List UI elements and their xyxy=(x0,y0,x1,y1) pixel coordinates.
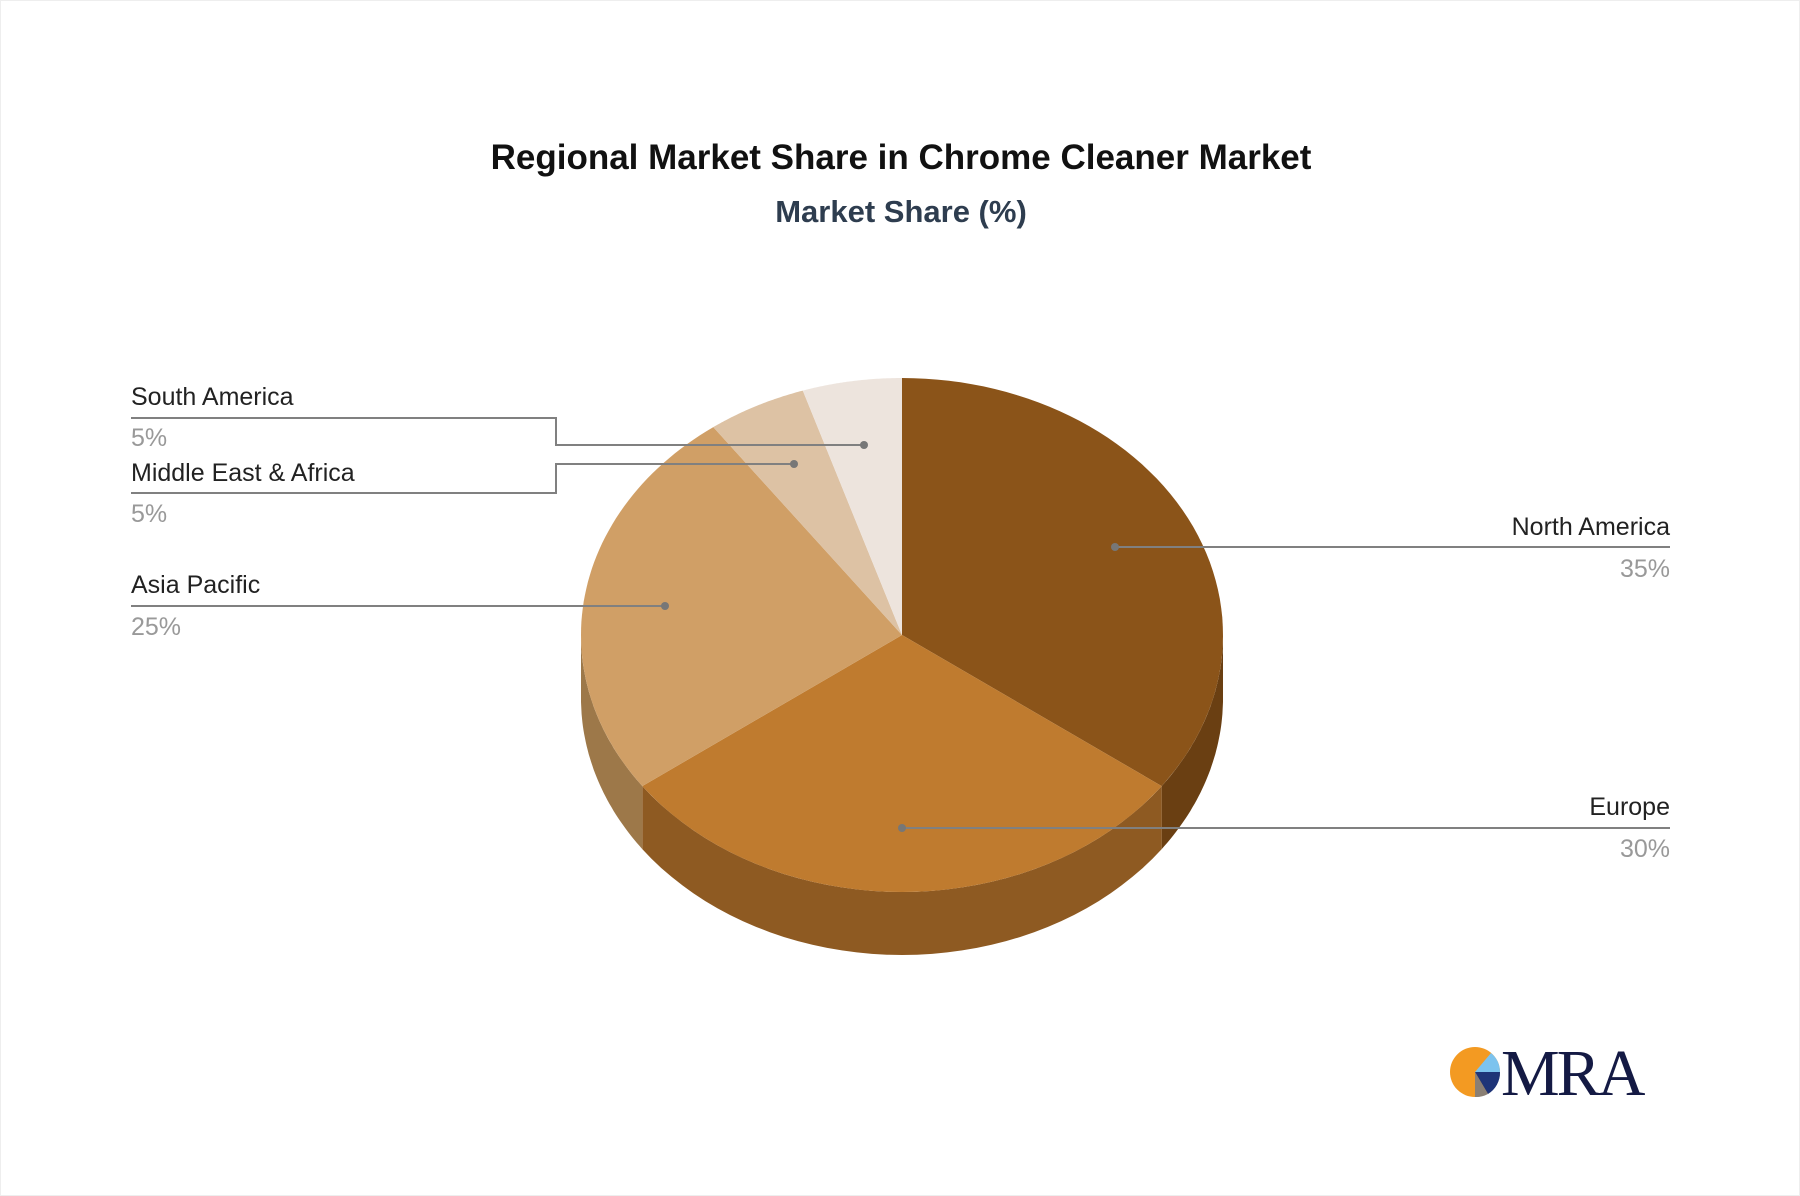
leader-dot-middle-east-africa xyxy=(790,460,798,468)
leader-dot-north-america xyxy=(1111,543,1119,551)
leader-line-south-america xyxy=(131,417,864,446)
label-north-america: North America xyxy=(1512,513,1670,541)
label-middle-east-africa: Middle East & Africa xyxy=(131,459,355,487)
leader-dot-asia-pacific xyxy=(661,602,669,610)
value-middle-east-africa: 5% xyxy=(131,500,167,528)
chart-title: Regional Market Share in Chrome Cleaner … xyxy=(491,138,1312,177)
label-europe: Europe xyxy=(1589,793,1670,821)
value-asia-pacific: 25% xyxy=(131,613,181,641)
leader-dot-europe xyxy=(898,824,906,832)
pie-slice-middle-east-africa[interactable] xyxy=(713,390,902,635)
value-north-america: 35% xyxy=(1620,555,1670,583)
mra-logo: MRA xyxy=(1450,1037,1649,1110)
label-asia-pacific: Asia Pacific xyxy=(131,571,260,599)
value-south-america: 5% xyxy=(131,424,167,452)
pie-slice-north-america[interactable] xyxy=(902,378,1223,787)
pie-side-europe xyxy=(642,786,1162,955)
leader-line-middle-east-africa xyxy=(131,463,794,494)
logo-text: MRA xyxy=(1501,1037,1646,1110)
leader-dot-south-america xyxy=(860,441,868,449)
pie-slice-south-america[interactable] xyxy=(802,378,902,635)
value-europe: 30% xyxy=(1620,835,1670,863)
chart-subtitle: Market Share (%) xyxy=(775,194,1027,229)
pie-side-asia-pacific xyxy=(581,635,643,850)
label-south-america: South America xyxy=(131,383,294,411)
pie-side-north-america xyxy=(1161,635,1223,850)
pie-slice-asia-pacific[interactable] xyxy=(581,427,902,787)
